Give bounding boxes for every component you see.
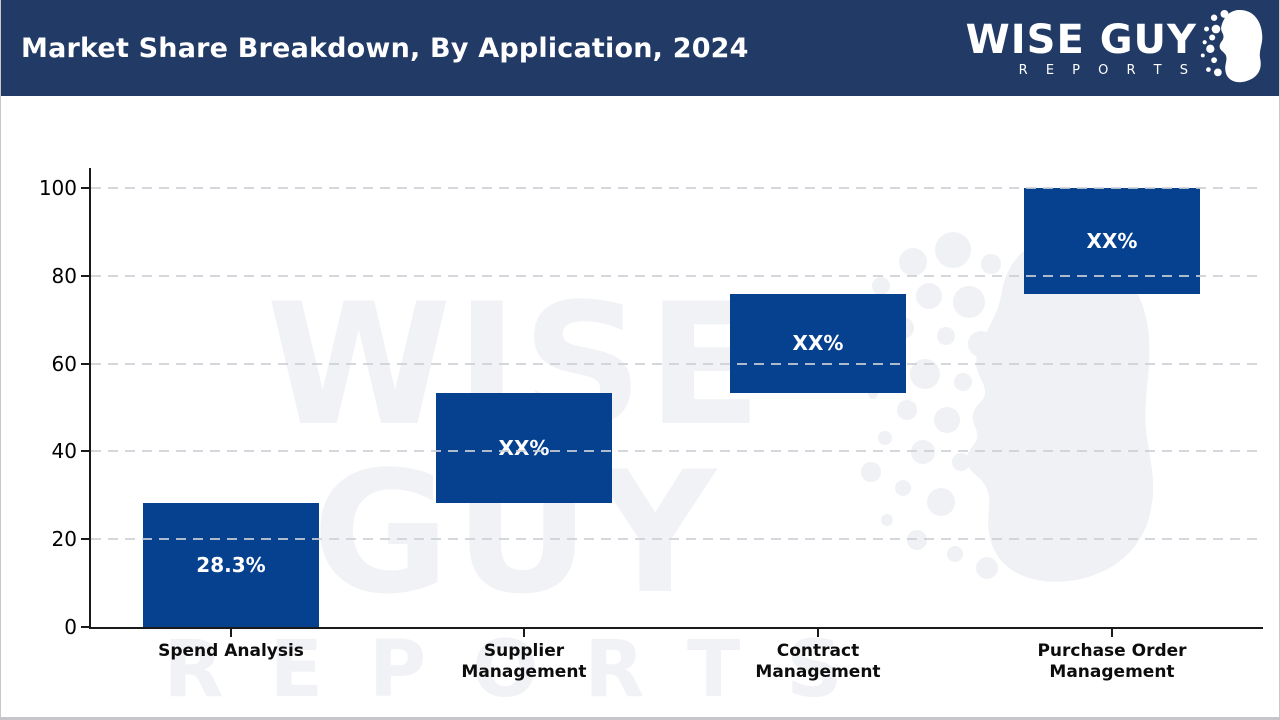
x-axis-label: Supplier Management	[461, 641, 587, 683]
y-axis-line	[89, 168, 91, 628]
x-axis-label: Contract Management	[755, 641, 881, 683]
y-tick-mark	[81, 362, 89, 365]
y-tick-mark	[81, 450, 89, 453]
x-tick-mark	[1111, 629, 1113, 637]
plot-area: 0 20 40 60 80 100 28.3% Spend Analysis XX% Suppli…	[1, 96, 1279, 717]
bar-spend-analysis: 28.3%	[143, 502, 319, 627]
bar-contract-management: XX%	[730, 293, 906, 393]
y-tick-label: 100	[38, 176, 77, 200]
x-tick-mark	[523, 629, 525, 637]
x-tick-mark	[230, 629, 232, 637]
x-axis-label: Purchase Order Management	[1037, 641, 1187, 683]
y-tick-label: 60	[51, 351, 77, 376]
y-tick-label: 80	[51, 263, 77, 288]
y-tick-label: 40	[51, 439, 77, 464]
page-title: Market Share Breakdown, By Application, …	[21, 32, 749, 64]
gridline	[91, 187, 1263, 189]
y-tick-mark	[81, 187, 89, 189]
bar-value-label: XX%	[498, 435, 550, 460]
logo-subtitle: R E P O R T S	[1018, 62, 1195, 78]
bar-value-label: 28.3%	[196, 552, 266, 577]
x-axis-label: Spend Analysis	[158, 641, 304, 661]
gridline	[91, 362, 1263, 365]
logo-wordmark: WISE GUY	[965, 16, 1197, 63]
gridline	[91, 450, 1263, 453]
y-tick-label: 20	[51, 527, 77, 552]
bar-value-label: XX%	[1086, 228, 1138, 253]
gridline	[91, 538, 1263, 541]
wiseguy-logo: WISE GUY R E P O R T S	[966, 5, 1265, 91]
y-tick-mark	[81, 626, 89, 628]
header-bar: Market Share Breakdown, By Application, …	[1, 0, 1279, 96]
x-tick-mark	[817, 629, 819, 637]
bar-value-label: XX%	[792, 331, 844, 356]
y-tick-mark	[81, 538, 89, 541]
y-tick-label: 0	[64, 615, 77, 639]
gridline	[91, 274, 1263, 277]
x-axis-line	[89, 627, 1263, 629]
wiseguy-logo-text: WISE GUY R E P O R T S	[966, 20, 1197, 77]
y-tick-mark	[81, 274, 89, 277]
chart-area: WISE GUY REPORTS	[1, 96, 1279, 717]
bar-supplier-management: XX%	[436, 393, 612, 503]
bar-purchase-order-management: XX%	[1024, 188, 1200, 294]
logo-face-icon	[1199, 5, 1265, 91]
